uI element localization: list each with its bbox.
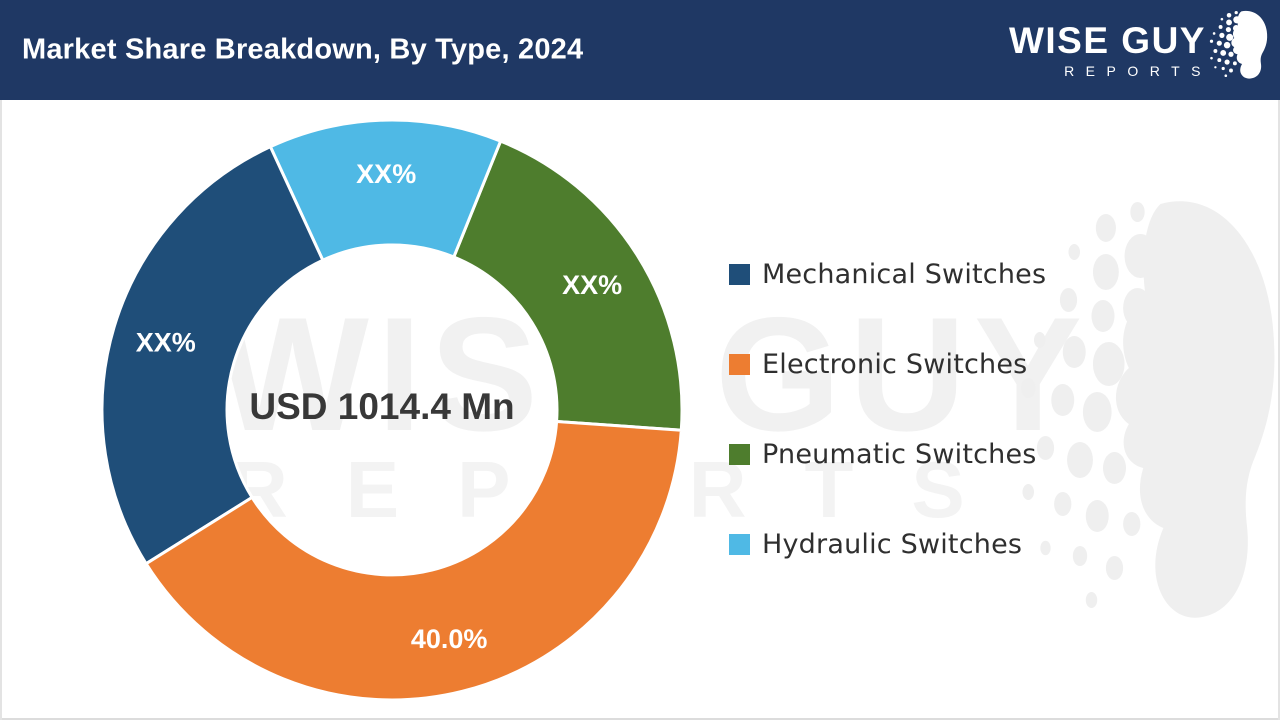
legend-swatch-mechanical xyxy=(729,263,750,285)
face-dot xyxy=(1091,300,1115,332)
face-dot xyxy=(1059,288,1078,312)
head-profile-shape xyxy=(1115,201,1275,618)
legend-item-electronic: Electronic Switches xyxy=(729,349,1046,380)
slice-label-mechanical: XX% xyxy=(136,328,196,358)
face-dot xyxy=(1213,49,1218,53)
donut-slice-electronic xyxy=(144,419,683,702)
face-dot xyxy=(1214,66,1217,69)
face-dot xyxy=(1212,32,1216,35)
face-dot xyxy=(1218,25,1223,29)
legend-swatch-pneumatic xyxy=(729,443,750,465)
donut-svg: XX% XX% XX% 40.0% xyxy=(100,118,684,702)
face-dot xyxy=(1085,500,1109,532)
face-dot xyxy=(1034,332,1046,348)
face-dot xyxy=(1220,17,1224,21)
logo-face-icon xyxy=(1209,10,1268,79)
face-dot xyxy=(1130,202,1145,222)
face-dot xyxy=(1092,254,1119,290)
face-dot xyxy=(1210,56,1213,60)
bottom-divider xyxy=(0,718,1280,720)
legend-item-mechanical: Mechanical Switches xyxy=(729,259,1046,290)
logo-subtitle: REPORTS xyxy=(1064,63,1212,79)
face-dot xyxy=(1220,50,1227,56)
right-divider xyxy=(1278,100,1280,720)
slice-label-pneumatic: XX% xyxy=(562,270,622,300)
face-dot xyxy=(1067,442,1093,478)
face-dot xyxy=(1225,26,1231,33)
face-dot xyxy=(1022,484,1034,500)
face-dot xyxy=(1040,540,1051,556)
slice-label-electronic: 40.0% xyxy=(411,624,488,654)
legend-label: Pneumatic Switches xyxy=(762,438,1037,470)
logo-wordmark: WISE GUY xyxy=(1008,20,1206,61)
legend-swatch-electronic xyxy=(729,353,750,375)
head-profile-shape xyxy=(1231,10,1268,79)
wiseguy-logo: WISE GUY REPORTS xyxy=(1009,4,1270,94)
face-dot xyxy=(1085,592,1098,608)
face-dot xyxy=(1228,51,1234,57)
face-dot xyxy=(1095,214,1116,242)
legend-item-hydraulic: Hydraulic Switches xyxy=(729,529,1046,560)
face-dot xyxy=(1233,16,1241,24)
face-dot xyxy=(1226,33,1234,41)
donut-chart: XX% XX% XX% 40.0% xyxy=(99,117,685,703)
header-bar: Market Share Breakdown, By Type, 2024 WI… xyxy=(0,0,1280,100)
face-dot xyxy=(1232,61,1237,66)
legend-label: Hydraulic Switches xyxy=(762,528,1023,560)
face-dot xyxy=(1221,66,1225,71)
slice-label-hydraulic: XX% xyxy=(356,159,416,189)
legend-item-pneumatic: Pneumatic Switches xyxy=(729,439,1046,470)
face-dot xyxy=(1209,39,1214,43)
face-dot xyxy=(1232,25,1240,32)
face-dot xyxy=(1092,342,1125,386)
face-dot xyxy=(1219,32,1225,38)
face-dot xyxy=(1051,384,1075,416)
donut-center-value: USD 1014.4 Mn xyxy=(249,386,515,427)
left-divider xyxy=(0,100,2,720)
legend: Mechanical Switches Electronic Switches Pn… xyxy=(729,259,1046,623)
donut-slice-pneumatic xyxy=(451,139,684,432)
face-dot xyxy=(1234,11,1238,15)
face-dot xyxy=(1072,546,1088,566)
legend-label: Electronic Switches xyxy=(762,348,1028,380)
face-dot xyxy=(1233,42,1239,48)
donut-slice-mechanical xyxy=(100,144,325,566)
face-dot xyxy=(1126,396,1149,428)
watermark-face-icon xyxy=(1021,201,1275,618)
face-dot xyxy=(1054,492,1072,516)
face-dot xyxy=(1224,59,1230,65)
face-dot xyxy=(1124,234,1157,278)
face-dot xyxy=(1226,19,1232,26)
page-title: Market Share Breakdown, By Type, 2024 xyxy=(22,33,584,66)
face-dot xyxy=(1223,41,1231,49)
face-dot xyxy=(1062,336,1086,368)
face-dot xyxy=(1123,512,1141,536)
face-dot xyxy=(1229,68,1233,73)
face-dot xyxy=(1216,40,1222,46)
face-dot xyxy=(1217,58,1222,63)
legend-label: Mechanical Switches xyxy=(762,258,1047,290)
face-dot xyxy=(1021,378,1036,398)
face-dot xyxy=(1123,288,1152,328)
logo-text: WISE GUY REPORTS xyxy=(1009,22,1206,79)
face-dot xyxy=(1036,436,1055,460)
legend-swatch-hydraulic xyxy=(729,533,750,555)
face-dot xyxy=(1224,74,1228,77)
face-dot xyxy=(1082,392,1112,432)
face-dot xyxy=(1103,452,1126,484)
face-dot xyxy=(1068,244,1080,260)
face-dot xyxy=(1226,12,1232,18)
face-dot xyxy=(1105,556,1124,580)
